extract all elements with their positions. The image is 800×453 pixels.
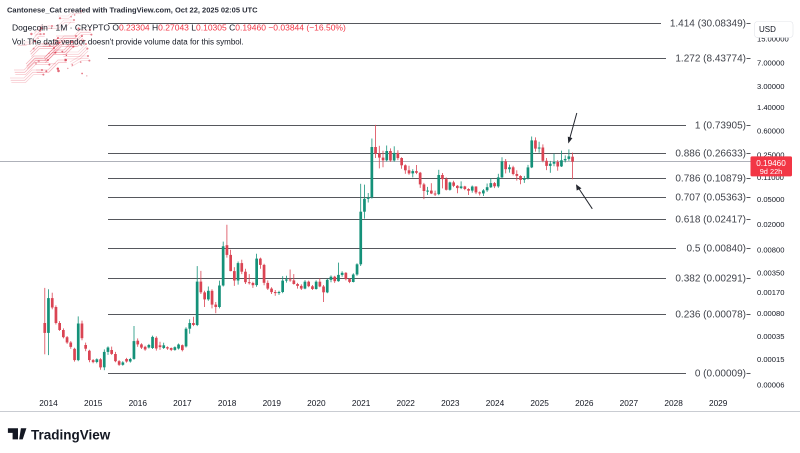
svg-text:0.00080: 0.00080 bbox=[757, 309, 784, 318]
svg-text:9d 22h: 9d 22h bbox=[760, 167, 783, 176]
svg-text:2020: 2020 bbox=[307, 398, 326, 408]
svg-text:2022: 2022 bbox=[396, 398, 415, 408]
svg-text:0.382 (0.00291): 0.382 (0.00291) bbox=[675, 274, 746, 285]
svg-text:0.00350: 0.00350 bbox=[757, 268, 784, 277]
svg-text:0.19460: 0.19460 bbox=[756, 159, 786, 168]
svg-text:15.00000: 15.00000 bbox=[757, 35, 789, 44]
svg-text:0.60000: 0.60000 bbox=[757, 126, 784, 135]
svg-text:0.00170: 0.00170 bbox=[757, 288, 784, 297]
svg-text:2027: 2027 bbox=[620, 398, 639, 408]
svg-text:2018: 2018 bbox=[218, 398, 237, 408]
svg-text:0.00015: 0.00015 bbox=[757, 355, 784, 364]
svg-text:2023: 2023 bbox=[441, 398, 460, 408]
svg-text:2026: 2026 bbox=[575, 398, 594, 408]
svg-text:0.786 (0.10879): 0.786 (0.10879) bbox=[675, 174, 746, 185]
svg-text:2019: 2019 bbox=[263, 398, 282, 408]
svg-text:TradingView: TradingView bbox=[31, 428, 111, 443]
svg-text:2016: 2016 bbox=[129, 398, 148, 408]
svg-text:Vol: The data vendor doesn't p: Vol: The data vendor doesn't provide vol… bbox=[12, 38, 244, 47]
svg-text:2024: 2024 bbox=[486, 398, 505, 408]
svg-text:0.25000: 0.25000 bbox=[757, 151, 784, 160]
svg-text:1 (0.73905): 1 (0.73905) bbox=[695, 121, 746, 132]
svg-text:Dogecoin · 1M · CRYPTO O0.2330: Dogecoin · 1M · CRYPTO O0.23304 H0.27043… bbox=[12, 23, 346, 33]
svg-text:0.00035: 0.00035 bbox=[757, 332, 784, 341]
svg-text:0.5 (0.00840): 0.5 (0.00840) bbox=[687, 244, 747, 255]
svg-text:2015: 2015 bbox=[84, 398, 103, 408]
svg-text:7.00000: 7.00000 bbox=[757, 59, 784, 68]
svg-text:0.00800: 0.00800 bbox=[757, 246, 784, 255]
svg-text:1.414 (30.08349): 1.414 (30.08349) bbox=[670, 19, 746, 30]
svg-text:0.11000: 0.11000 bbox=[757, 173, 784, 182]
svg-text:1.272 (8.43774): 1.272 (8.43774) bbox=[675, 54, 746, 65]
svg-text:2028: 2028 bbox=[664, 398, 683, 408]
svg-text:0.02000: 0.02000 bbox=[757, 220, 784, 229]
svg-text:2029: 2029 bbox=[709, 398, 728, 408]
svg-text:2021: 2021 bbox=[352, 398, 371, 408]
svg-text:Cantonese_Cat created with Tra: Cantonese_Cat created with TradingView.c… bbox=[7, 6, 258, 15]
svg-text:0 (0.00009): 0 (0.00009) bbox=[695, 369, 746, 380]
svg-text:3.00000: 3.00000 bbox=[757, 82, 784, 91]
svg-text:USD: USD bbox=[759, 25, 776, 34]
svg-text:0.236 (0.00078): 0.236 (0.00078) bbox=[675, 310, 746, 321]
svg-text:0.886 (0.26633): 0.886 (0.26633) bbox=[675, 149, 746, 160]
svg-text:2014: 2014 bbox=[39, 398, 58, 408]
svg-text:2025: 2025 bbox=[530, 398, 549, 408]
svg-text:1.40000: 1.40000 bbox=[757, 103, 784, 112]
svg-text:0.618 (0.02417): 0.618 (0.02417) bbox=[675, 215, 746, 226]
svg-text:2017: 2017 bbox=[173, 398, 192, 408]
svg-text:0.05000: 0.05000 bbox=[757, 195, 784, 204]
svg-text:0.00006: 0.00006 bbox=[757, 380, 784, 389]
svg-text:0.707 (0.05363): 0.707 (0.05363) bbox=[675, 193, 746, 204]
